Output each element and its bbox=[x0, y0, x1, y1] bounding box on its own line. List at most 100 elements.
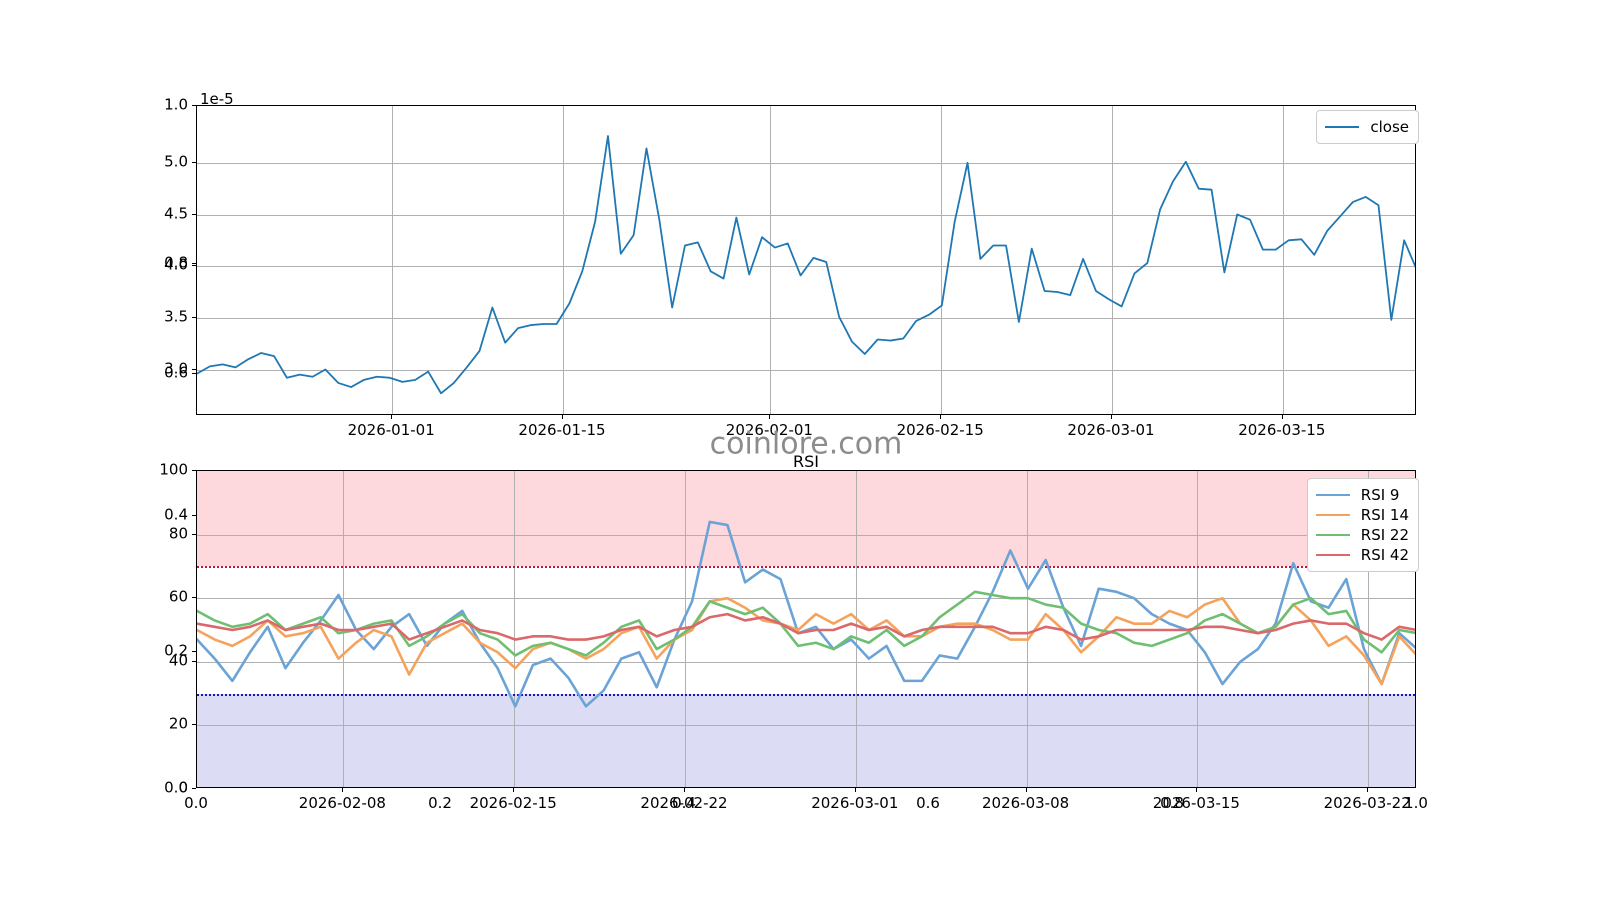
rsi-legend[interactable]: RSI 9 RSI 14 RSI 22 RSI 42 bbox=[1306, 478, 1419, 572]
price-y-secondary-tickmark bbox=[192, 105, 196, 106]
legend-item-rsi-14[interactable]: RSI 14 bbox=[1315, 505, 1409, 525]
rsi-y-tick-label: 0 bbox=[178, 778, 188, 797]
rsi-panel-title: RSI bbox=[793, 452, 819, 471]
rsi-y-secondary-tick-label: 0.2 bbox=[164, 641, 188, 660]
price-x-tickmark bbox=[940, 415, 942, 419]
price-y-tickmark bbox=[192, 316, 196, 318]
legend-color-swatch bbox=[1315, 534, 1350, 536]
rsi-x-tick-label: 2026-03-08 bbox=[982, 794, 1070, 812]
rsi-gridline-v bbox=[855, 471, 857, 787]
legend-item-label: RSI 14 bbox=[1360, 505, 1409, 524]
rsi-x-tickmark bbox=[1367, 788, 1369, 792]
price-y-secondary-tick-label: 0.6 bbox=[164, 363, 188, 382]
rsi-y-tickmark bbox=[192, 533, 196, 535]
rsi-y-secondary-tick-label: 0.0 bbox=[164, 778, 188, 797]
rsi-x-tick-label: 2026-02-08 bbox=[298, 794, 386, 812]
price-x-tick-label: 2026-02-01 bbox=[725, 421, 813, 439]
rsi-x-secondary-tick-label: 0.8 bbox=[1160, 794, 1184, 812]
rsi-x-tick-label: 2026-03-15 bbox=[1152, 794, 1240, 812]
price-gridline-h bbox=[197, 369, 1415, 371]
price-gridline-h bbox=[197, 317, 1415, 319]
rsi-y-tick-label: 60 bbox=[168, 587, 188, 606]
rsi-x-secondary-tick-label: 0.4 bbox=[672, 794, 696, 812]
price-y-tickmark bbox=[192, 368, 196, 370]
legend-item-rsi-9[interactable]: RSI 9 bbox=[1315, 485, 1409, 505]
price-y-offset-text: 1e-5 bbox=[200, 90, 234, 108]
rsi-x-tick-label: 2026-03-01 bbox=[811, 794, 899, 812]
rsi-y-tick-label: 100 bbox=[159, 460, 188, 479]
rsi-y-tickmark bbox=[192, 724, 196, 726]
legend-item-label: RSI 22 bbox=[1360, 525, 1409, 544]
legend-item-rsi-42[interactable]: RSI 42 bbox=[1315, 545, 1409, 565]
price-y-tickmark bbox=[192, 161, 196, 163]
price-chart-axes bbox=[196, 105, 1416, 415]
rsi-x-secondary-tick-label: 0.0 bbox=[184, 794, 208, 812]
rsi-x-tick-label: 2026-03-22 bbox=[1323, 794, 1411, 812]
rsi-y-tick-label: 80 bbox=[168, 524, 188, 543]
rsi-x-tickmark bbox=[513, 788, 515, 792]
rsi-y-tick-label: 40 bbox=[168, 651, 188, 670]
legend-item-close[interactable]: close bbox=[1325, 117, 1409, 137]
price-gridline-v bbox=[941, 106, 943, 414]
rsi-x-secondary-tick-label: 1.0 bbox=[1404, 794, 1428, 812]
price-gridline-v bbox=[1112, 106, 1113, 414]
legend-item-label: RSI 9 bbox=[1360, 485, 1400, 504]
rsi-gridline-h bbox=[197, 661, 1415, 663]
price-y-tick-label: 5.0 bbox=[164, 152, 188, 171]
price-y-tick-label: 4.0 bbox=[164, 255, 188, 274]
price-x-tickmark bbox=[769, 415, 771, 419]
rsi-x-tickmark bbox=[854, 788, 856, 792]
rsi-x-tickmark bbox=[1025, 788, 1027, 792]
price-y-tickmark bbox=[192, 265, 196, 267]
legend-item-label: RSI 42 bbox=[1360, 545, 1409, 564]
rsi-y-tickmark bbox=[192, 660, 196, 662]
rsi-x-secondary-tick-label: 0.6 bbox=[916, 794, 940, 812]
price-x-tick-label: 2026-03-15 bbox=[1238, 421, 1326, 439]
legend-item-rsi-22[interactable]: RSI 22 bbox=[1315, 525, 1409, 545]
rsi-x-secondary-tick-label: 0.2 bbox=[428, 794, 452, 812]
price-y-tick-label: 3.5 bbox=[164, 307, 188, 326]
legend-color-swatch bbox=[1315, 494, 1350, 496]
price-y-secondary-tickmark bbox=[192, 372, 196, 374]
price-gridline-h bbox=[197, 214, 1415, 216]
rsi-gridline-h bbox=[197, 534, 1415, 536]
rsi-x-tickmark bbox=[1196, 788, 1198, 792]
rsi-x-tickmark bbox=[684, 788, 685, 792]
price-x-tick-label: 2026-03-01 bbox=[1067, 421, 1155, 439]
price-x-tickmark bbox=[391, 415, 393, 419]
price-gridline-v bbox=[1282, 106, 1284, 414]
price-line-series bbox=[197, 135, 1415, 395]
legend-color-swatch bbox=[1325, 126, 1360, 128]
rsi-gridline-v bbox=[514, 471, 516, 787]
rsi-y-tick-label: 20 bbox=[168, 714, 188, 733]
price-y-secondary-tick-label: 0.8 bbox=[164, 253, 188, 272]
price-gridline-v bbox=[770, 106, 772, 414]
price-x-tick-label: 2026-02-15 bbox=[896, 421, 984, 439]
price-x-tick-label: 2026-01-01 bbox=[347, 421, 435, 439]
rsi-y-secondary-tickmark bbox=[192, 514, 196, 516]
rsi-chart-axes bbox=[196, 470, 1416, 788]
price-x-tickmark bbox=[1111, 415, 1112, 419]
legend-color-swatch bbox=[1315, 514, 1350, 516]
price-y-tick-label: 4.5 bbox=[164, 204, 188, 222]
rsi-x-tick-label: 2026-02-22 bbox=[640, 794, 728, 812]
rsi-gridline-v bbox=[1026, 471, 1028, 787]
oversold-band bbox=[197, 693, 1415, 787]
rsi-y-secondary-tickmark bbox=[192, 788, 196, 789]
price-y-tick-label: 3.0 bbox=[164, 359, 188, 377]
watermark: coinlore.com bbox=[709, 426, 903, 462]
price-x-tickmark bbox=[562, 415, 563, 419]
price-legend[interactable]: close bbox=[1316, 110, 1419, 144]
price-gridline-v bbox=[392, 106, 394, 414]
price-y-secondary-tickmark bbox=[192, 263, 196, 265]
rsi-y-tickmark bbox=[192, 597, 196, 599]
rsi-gridline-h bbox=[197, 725, 1415, 727]
overbought-threshold-line bbox=[197, 566, 1415, 569]
rsi-gridline-v bbox=[1368, 471, 1370, 787]
price-x-tick-label: 2026-01-15 bbox=[518, 421, 606, 439]
price-gridline-v bbox=[563, 106, 564, 414]
rsi-y-tickmark bbox=[192, 470, 196, 471]
rsi-y-secondary-tick-label: 0.4 bbox=[164, 505, 188, 523]
price-gridline-h bbox=[197, 162, 1415, 164]
oversold-threshold-line bbox=[197, 693, 1415, 696]
